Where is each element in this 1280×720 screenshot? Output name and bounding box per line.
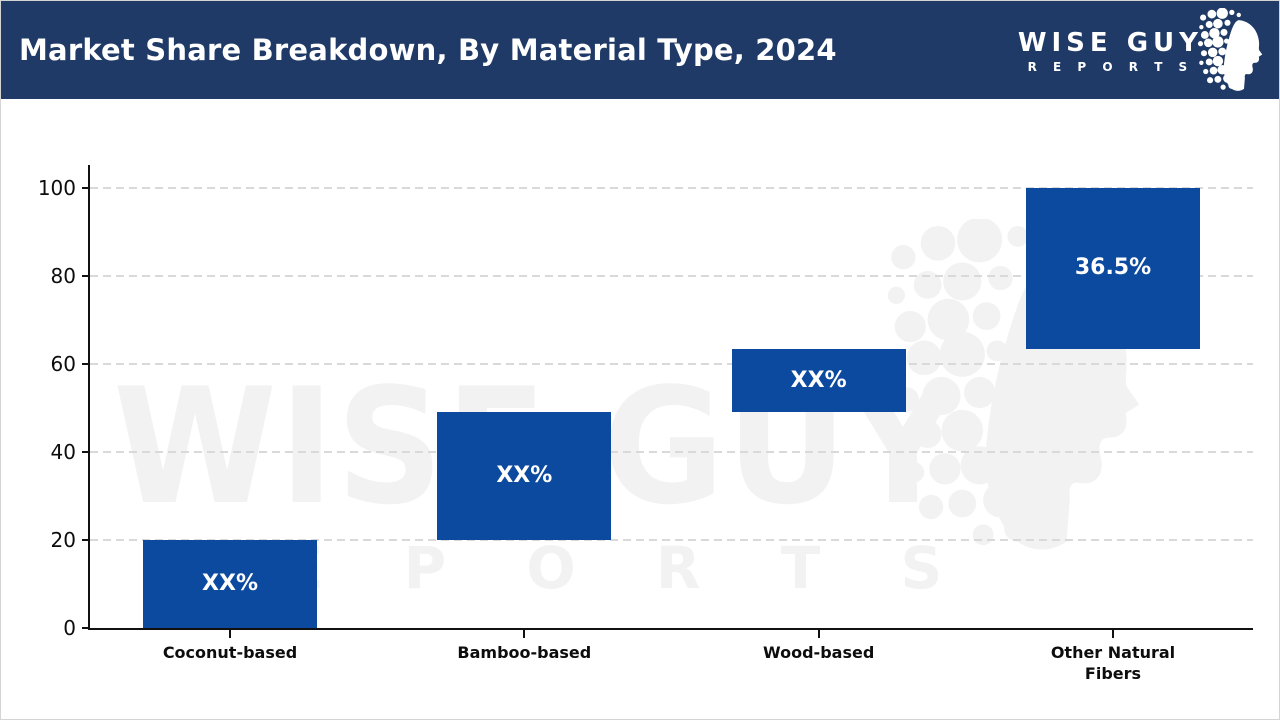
x-tick-label: Other Natural Fibers xyxy=(1050,643,1176,683)
logo-head-icon xyxy=(1197,7,1263,91)
x-tick-label: Wood-based xyxy=(763,643,875,662)
y-tick-mark xyxy=(82,363,90,365)
bar xyxy=(1026,188,1200,349)
y-tick-label: 20 xyxy=(50,528,76,552)
y-tick-mark xyxy=(82,187,90,189)
y-tick-label: 40 xyxy=(50,440,76,464)
bar xyxy=(437,412,612,540)
x-axis-line xyxy=(88,628,1253,630)
logo: WISE GUY R E P O R T S xyxy=(1018,7,1271,95)
y-tick-mark xyxy=(82,539,90,541)
y-tick-label: 80 xyxy=(50,264,76,288)
bar-value-label: XX% xyxy=(496,463,553,489)
gridline xyxy=(90,539,1253,541)
gridline xyxy=(90,275,1253,277)
bar-value-label: 36.5% xyxy=(1074,255,1152,281)
gridline xyxy=(90,451,1253,453)
y-tick-mark xyxy=(82,275,90,277)
x-tick-mark xyxy=(229,630,231,638)
logo-text: WISE GUY R E P O R T S xyxy=(1018,28,1203,74)
chart-area: WISE GUY R E P O R T S 0 20 40 60 80 100 XX% Co… xyxy=(1,99,1279,719)
bar xyxy=(731,348,906,413)
header: Market Share Breakdown, By Material Type… xyxy=(1,1,1279,99)
gridline xyxy=(90,187,1253,189)
x-tick-label: Coconut-based xyxy=(162,643,298,662)
bar xyxy=(143,540,317,628)
x-tick-mark xyxy=(523,630,526,638)
gridline xyxy=(90,363,1253,365)
x-tick-label: Bamboo-based xyxy=(457,643,592,662)
bar-value-label: XX% xyxy=(790,367,847,393)
y-tick-label: 0 xyxy=(63,616,76,640)
bar-value-label: XX% xyxy=(202,571,258,596)
y-tick-label: 100 xyxy=(37,176,76,200)
y-tick-mark xyxy=(82,627,90,629)
y-tick-label: 60 xyxy=(50,352,76,376)
logo-subtext: R E P O R T S xyxy=(1027,60,1194,74)
x-tick-mark xyxy=(817,630,820,638)
y-tick-mark xyxy=(82,451,90,453)
logo-wordmark: WISE GUY xyxy=(1017,28,1203,58)
y-axis-line xyxy=(88,165,90,630)
page-title: Market Share Breakdown, By Material Type… xyxy=(19,33,837,67)
waterfall-chart: 0 20 40 60 80 100 XX% Coconut-based XX% Bamboo-ba… xyxy=(1,99,1279,719)
x-tick-mark xyxy=(1112,630,1114,638)
